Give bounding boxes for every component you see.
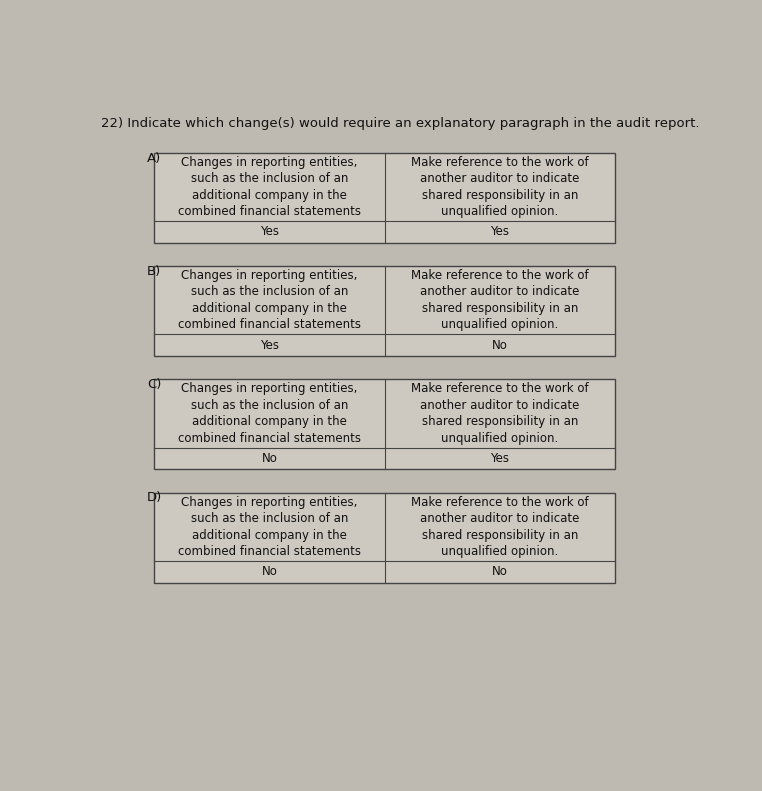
Bar [154,380,615,470]
Text: Yes: Yes [260,339,279,352]
Text: Make reference to the work of
another auditor to indicate
shared responsibility : Make reference to the work of another au… [411,495,588,558]
Text: 22) Indicate which change(s) would require an explanatory paragraph in the audit: 22) Indicate which change(s) would requi… [101,117,700,131]
Bar [154,266,615,356]
Text: No: No [261,452,277,465]
Text: C): C) [147,378,162,391]
Text: No: No [491,566,507,578]
Bar [154,493,615,583]
Bar [154,153,615,243]
Text: B): B) [147,265,162,278]
Text: Changes in reporting entities,
such as the inclusion of an
additional company in: Changes in reporting entities, such as t… [178,495,361,558]
Text: Changes in reporting entities,
such as the inclusion of an
additional company in: Changes in reporting entities, such as t… [178,382,361,445]
Text: Yes: Yes [490,452,509,465]
Text: Changes in reporting entities,
such as the inclusion of an
additional company in: Changes in reporting entities, such as t… [178,269,361,331]
Text: No: No [261,566,277,578]
Text: Make reference to the work of
another auditor to indicate
shared responsibility : Make reference to the work of another au… [411,382,588,445]
Text: A): A) [147,152,162,165]
Text: Changes in reporting entities,
such as the inclusion of an
additional company in: Changes in reporting entities, such as t… [178,156,361,218]
Text: No: No [491,339,507,352]
Text: Make reference to the work of
another auditor to indicate
shared responsibility : Make reference to the work of another au… [411,269,588,331]
Text: Make reference to the work of
another auditor to indicate
shared responsibility : Make reference to the work of another au… [411,156,588,218]
Text: D): D) [147,491,162,505]
Text: Yes: Yes [490,225,509,238]
Text: Yes: Yes [260,225,279,238]
